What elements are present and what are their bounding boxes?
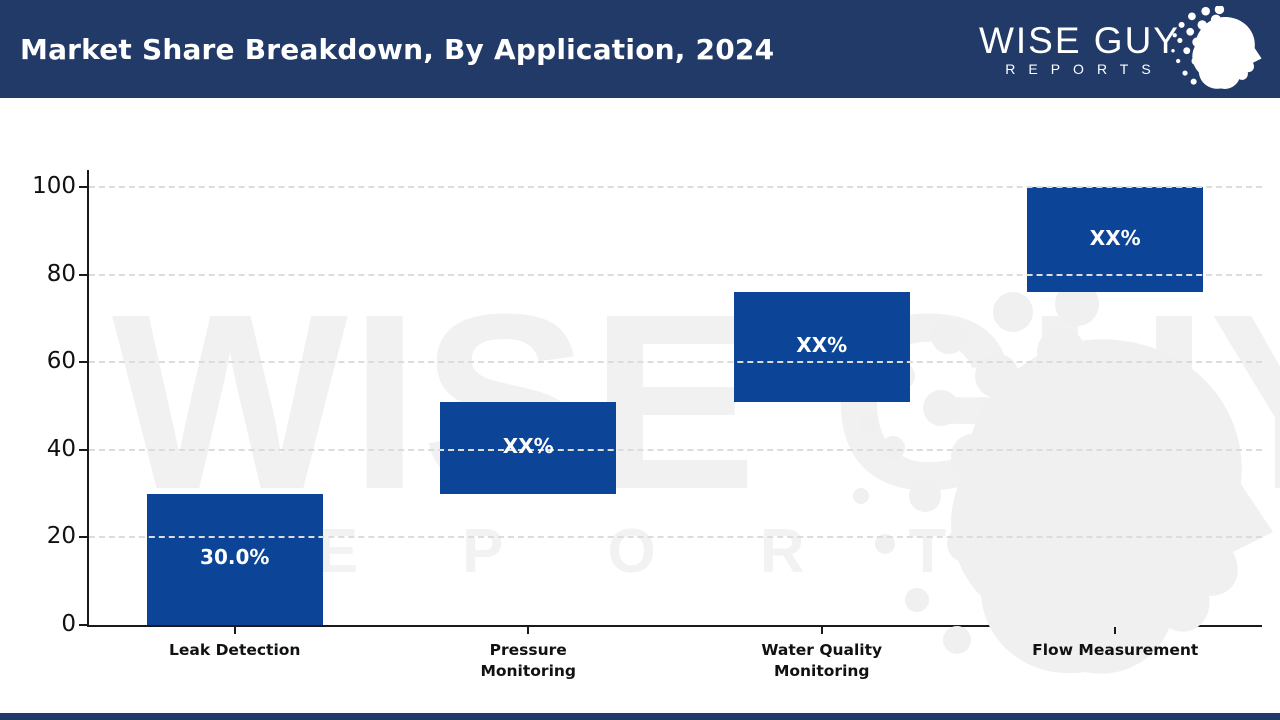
- bar-value-label: XX%: [502, 433, 554, 458]
- y-tick-label: 100: [32, 173, 76, 199]
- y-gridline: [89, 186, 1262, 188]
- header-bar: Market Share Breakdown, By Application, …: [0, 0, 1280, 98]
- y-tick-mark: [79, 448, 88, 451]
- x-tick-mark: [233, 627, 236, 634]
- y-tick-label: 0: [61, 611, 76, 637]
- y-tick-label: 80: [46, 260, 76, 287]
- chart-title: Market Share Breakdown, By Application, …: [20, 32, 775, 66]
- logo-text: WISE GUY REPORTS: [978, 19, 1180, 77]
- y-axis-spine: [87, 170, 89, 627]
- y-gridline: [89, 536, 1262, 539]
- waterfall-bar: [440, 401, 617, 494]
- waterfall-chart: WISE GUY REPORTS 0 20 40 60 80 100 30.0% Leak D…: [0, 98, 1280, 713]
- bar-value-label: XX%: [1089, 225, 1141, 250]
- x-tick-mark: [1114, 627, 1117, 634]
- x-axis-label: Flow Measurement: [1032, 641, 1199, 659]
- x-axis-label: Leak Detection: [169, 641, 301, 659]
- bar-value-label: XX%: [796, 332, 848, 357]
- y-tick-label: 60: [46, 348, 76, 375]
- y-tick-mark: [79, 361, 88, 364]
- y-tick-label: 40: [46, 435, 76, 462]
- x-axis-label: Water Quality Monitoring: [761, 641, 883, 680]
- footer-bar: [0, 713, 1280, 720]
- x-tick-mark: [820, 627, 823, 634]
- wiseguy-logo: WISE GUY REPORTS: [979, 6, 1266, 92]
- waterfall-bar: [146, 493, 323, 625]
- y-gridline: [89, 448, 1262, 451]
- y-gridline: [89, 361, 1262, 364]
- x-tick-mark: [527, 627, 530, 634]
- x-axis-label: Pressure Monitoring: [480, 641, 577, 680]
- y-tick-mark: [79, 624, 88, 626]
- y-gridline: [89, 273, 1262, 276]
- y-tick-mark: [79, 273, 88, 276]
- x-axis-spine: [87, 625, 1262, 627]
- logo-wise-guy-text: WISE GUY: [978, 19, 1180, 61]
- bar-value-label: 30.0%: [200, 545, 270, 570]
- y-tick-mark: [79, 186, 88, 188]
- waterfall-bar: [733, 292, 910, 402]
- logo-face-icon: [1171, 6, 1262, 89]
- y-tick-mark: [79, 536, 88, 539]
- y-tick-label: 20: [46, 523, 76, 550]
- logo-reports-text: REPORTS: [1005, 60, 1164, 77]
